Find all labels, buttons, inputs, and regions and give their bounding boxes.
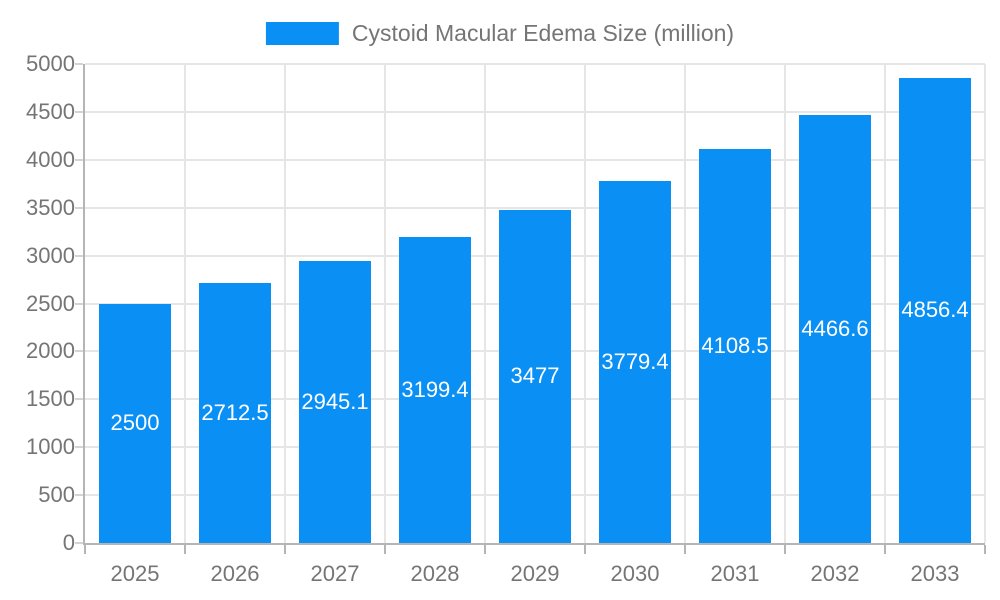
y-tick-label: 1000 [26, 434, 75, 460]
bar-2027[interactable] [299, 260, 371, 543]
v-gridline [884, 64, 886, 543]
y-axis-tick [75, 494, 83, 497]
h-gridline [85, 158, 985, 161]
y-axis-tick [75, 110, 83, 113]
bar-2031[interactable] [699, 149, 771, 543]
bar-value-label: 3779.4 [601, 348, 669, 374]
y-axis-tick [75, 446, 83, 449]
bar-value-label: 2712.5 [201, 400, 269, 426]
h-gridline [85, 63, 985, 65]
bar-value-label: 4856.4 [901, 297, 969, 323]
legend-swatch-icon [265, 22, 339, 45]
x-tick-label: 2031 [710, 561, 760, 586]
h-gridline [85, 110, 985, 113]
y-tick-label: 2500 [26, 290, 75, 316]
y-tick-label: 3500 [26, 194, 75, 220]
y-tick-label: 0 [62, 530, 75, 555]
v-gridline [584, 64, 586, 543]
x-tick-label: 2026 [210, 561, 260, 586]
legend-label: Cystoid Macular Edema Size (million) [351, 20, 735, 46]
y-axis-line [83, 64, 85, 543]
y-tick-label: 500 [38, 482, 75, 508]
v-gridline [184, 64, 186, 543]
y-tick-label: 2000 [26, 338, 75, 364]
v-gridline [684, 64, 686, 543]
y-axis-tick [75, 63, 83, 65]
x-axis-tick [884, 545, 886, 554]
legend-item[interactable]: Cystoid Macular Edema Size (million) [265, 20, 735, 46]
bar-2033[interactable] [899, 77, 971, 543]
x-axis-tick [184, 545, 186, 554]
bar-2026[interactable] [199, 283, 271, 543]
x-tick-label: 2033 [910, 561, 960, 586]
x-axis-tick [484, 545, 486, 554]
bar-value-label: 3199.4 [401, 376, 469, 402]
v-gridline [984, 64, 986, 543]
y-axis-tick [75, 302, 83, 305]
x-tick-label: 2032 [810, 561, 860, 586]
v-gridline [484, 64, 486, 543]
x-tick-label: 2028 [410, 561, 460, 586]
bar-value-label: 2500 [110, 410, 160, 436]
y-axis-tick [75, 254, 83, 257]
x-axis-tick [584, 545, 586, 554]
bar-value-label: 4108.5 [701, 333, 769, 359]
y-axis-tick [75, 206, 83, 209]
plot-area: 2500 2712.5 2945.1 3199.4 3477 3779.4 4108.5 44… [26, 51, 986, 586]
v-gridline [384, 64, 386, 543]
x-tick-label: 2030 [610, 561, 660, 586]
x-tick-label: 2025 [110, 561, 160, 586]
x-axis-tick [684, 545, 686, 554]
y-tick-label: 5000 [26, 51, 75, 76]
v-gridline [784, 64, 786, 543]
x-tick-label: 2027 [310, 561, 360, 586]
x-axis-tick [384, 545, 386, 554]
x-axis-tick [984, 545, 986, 554]
bar-2030[interactable] [599, 180, 671, 543]
y-axis-tick [75, 350, 83, 353]
bar-2028[interactable] [399, 236, 471, 543]
x-axis-tick [784, 545, 786, 554]
bar-2029[interactable] [499, 209, 571, 543]
bar-2032[interactable] [799, 115, 871, 543]
x-axis-tick [284, 545, 286, 554]
bar-value-label: 3477 [510, 363, 560, 389]
y-tick-label: 4500 [26, 98, 75, 124]
y-tick-label: 3000 [26, 242, 75, 268]
v-gridline [284, 64, 286, 543]
bar-2025[interactable] [99, 303, 171, 543]
h-gridline [85, 206, 985, 209]
x-axis-line [83, 543, 985, 545]
y-axis-tick [75, 158, 83, 161]
x-axis-tick [84, 545, 86, 554]
y-tick-label: 1500 [26, 386, 75, 412]
y-axis-tick [75, 542, 83, 544]
bar-value-label: 4466.6 [801, 316, 869, 342]
y-axis-tick [75, 398, 83, 401]
y-tick-label: 4000 [26, 146, 75, 172]
bar-value-label: 2945.1 [301, 388, 369, 414]
x-tick-label: 2029 [510, 561, 560, 586]
